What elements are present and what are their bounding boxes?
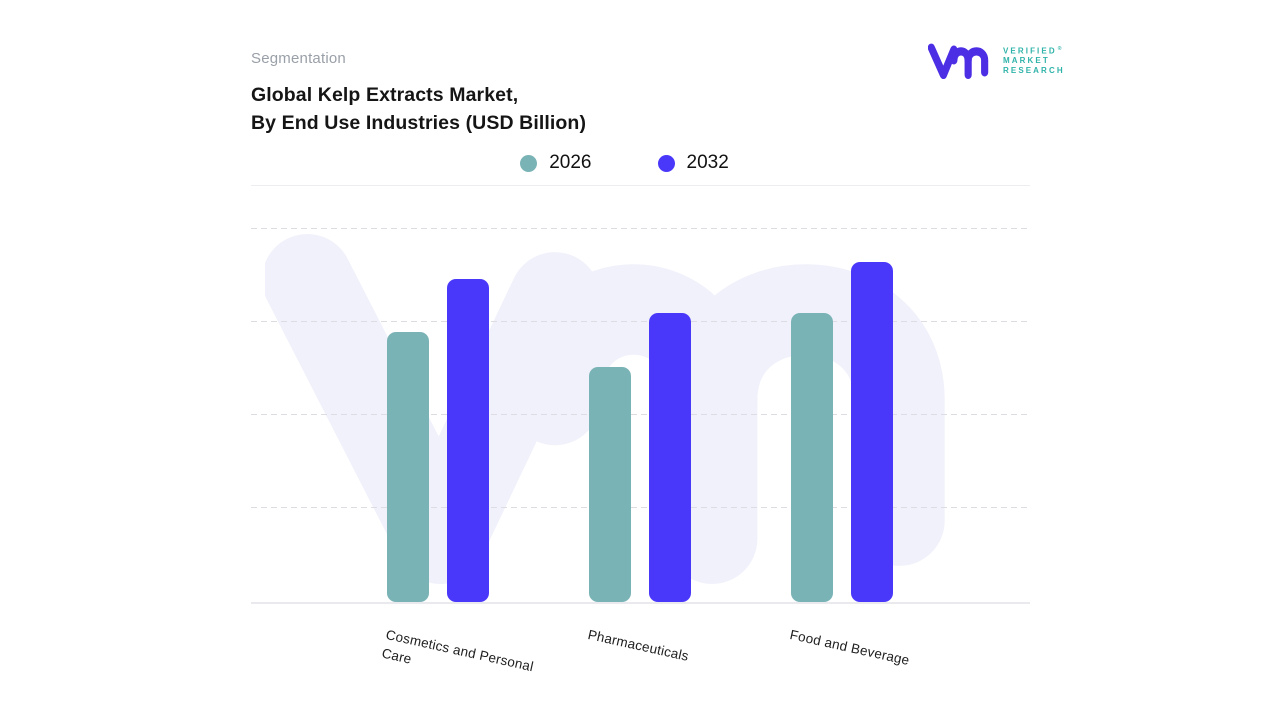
legend-label-2026: 2026 [549, 152, 592, 173]
bar-2032-cosmetics-and-personal-care [447, 279, 489, 602]
chart-title-line1: Global Kelp Extracts Market, [251, 84, 519, 106]
logo-word-market: MARKET [1003, 56, 1050, 66]
x-axis-label-cosmetics-and-personal-care: Cosmetics and Personal Care [380, 626, 535, 675]
legend-dot-2032 [657, 154, 675, 172]
x-axis-label-food-and-beverage: Food and Beverage [788, 626, 911, 669]
vmr-watermark-icon [265, 234, 945, 584]
vmr-monogram-icon [928, 43, 989, 80]
chart-legend: 2026 2032 [235, 150, 1014, 176]
gridline [251, 228, 1030, 229]
legend-item-2026: 2026 [520, 152, 592, 174]
vmr-logo-text: VERIFIED® MARKET RESEARCH [1003, 46, 1065, 76]
gridline [251, 321, 1030, 322]
legend-item-2032: 2032 [657, 152, 729, 174]
bar-2026-cosmetics-and-personal-care [387, 332, 429, 602]
registered-mark: ® [1057, 46, 1062, 53]
bar-2026-food-and-beverage [791, 313, 833, 602]
plot-area [251, 185, 1030, 604]
x-axis-baseline [251, 602, 1030, 604]
gridline [251, 507, 1030, 508]
legend-label-2032: 2032 [686, 152, 729, 173]
bar-2032-food-and-beverage [851, 262, 893, 602]
legend-divider-line [251, 185, 1030, 186]
legend-dot-2026 [520, 154, 538, 172]
chart-title-line2: By End Use Industries (USD Billion) [251, 112, 587, 134]
logo-word-verified: VERIFIED [1003, 46, 1057, 56]
gridline [251, 414, 1030, 415]
x-axis-label-pharmaceuticals: Pharmaceuticals [586, 626, 691, 664]
bar-2032-pharmaceuticals [649, 313, 691, 602]
segmentation-label: Segmentation [251, 50, 346, 67]
bar-2026-pharmaceuticals [589, 367, 631, 602]
logo-word-research: RESEARCH [1003, 66, 1065, 76]
vmr-logo: VERIFIED® MARKET RESEARCH [928, 40, 1068, 82]
